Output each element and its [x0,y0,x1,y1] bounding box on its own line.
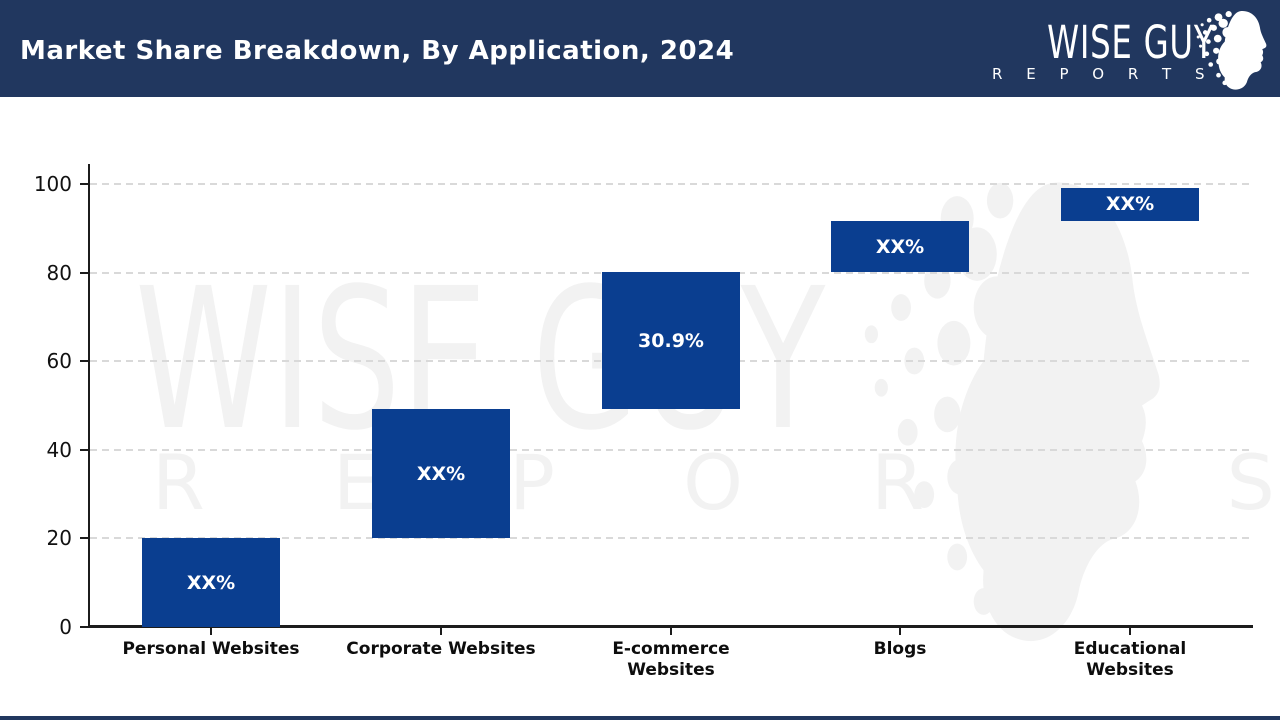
category-label: Corporate Websites [346,639,536,659]
category-label: Personal Websites [122,639,300,659]
category-label: E-commerce Websites [612,639,730,680]
y-tick-100 [80,183,88,185]
brand-head-icon [1196,11,1267,90]
bar-segment: XX% [142,538,280,627]
y-tick-60 [80,360,88,363]
y-tick-label: 100 [33,172,72,196]
y-axis-line [88,164,90,627]
bar-value-label: XX% [186,571,236,594]
bar-segment: XX% [831,221,969,273]
bar-segment: 30.9% [602,272,740,410]
x-tick [1129,628,1131,635]
chart-title: Market Share Breakdown, By Application, … [20,36,735,66]
y-tick-label: 80 [46,260,72,285]
y-tick-20 [80,537,88,540]
y-tick-label: 20 [46,526,72,551]
category-label: Blogs [873,639,927,659]
y-tick-label: 40 [46,437,72,462]
y-tick-label: 60 [46,349,72,374]
gridline-100 [90,183,1253,185]
bar-value-label: 30.9% [638,329,704,352]
bar-segment: XX% [372,409,510,539]
y-tick-label: 0 [59,615,72,639]
footer-accent-strip [0,716,1280,720]
x-tick [899,628,901,635]
x-tick [670,628,672,635]
x-tick [440,628,442,635]
gridline-40 [90,448,1253,451]
header-bar: Market Share Breakdown, By Application, … [0,0,1280,97]
brand-wordmark: WISE GUY [1046,16,1214,69]
bar-value-label: XX% [416,462,466,485]
x-axis-line [88,625,1253,628]
bar-segment: XX% [1061,187,1199,222]
x-tick [210,628,212,635]
y-tick-40 [80,448,88,451]
y-tick-0 [80,626,88,628]
waterfall-chart: 0 20 40 60 80 100 XX% XX% 30.9% XX% XX% Personal We… [0,97,1280,716]
gridline-20 [90,537,1253,540]
brand-logo: WISE GUY R E P O R T S [992,6,1270,94]
brand-reports-text: R E P O R T S [992,65,1214,83]
bar-value-label: XX% [1105,193,1155,216]
category-label: Educational Websites [1073,639,1187,680]
bar-value-label: XX% [875,235,925,258]
y-tick-80 [80,271,88,274]
